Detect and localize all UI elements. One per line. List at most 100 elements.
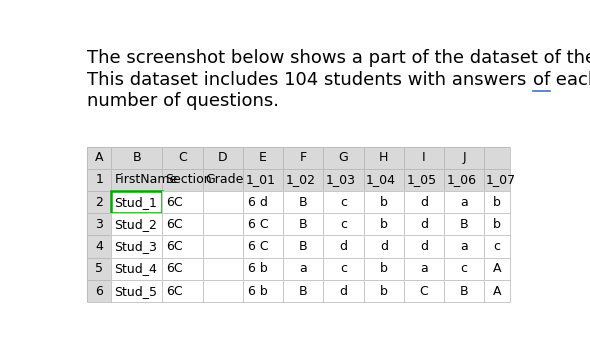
- Text: 1_06: 1_06: [447, 174, 477, 187]
- Text: a: a: [299, 262, 307, 275]
- Bar: [484, 258, 510, 280]
- Bar: [243, 280, 283, 302]
- Bar: [484, 169, 510, 191]
- Text: 1: 1: [96, 174, 103, 187]
- Text: 1_04: 1_04: [366, 174, 396, 187]
- Bar: [444, 169, 484, 191]
- Bar: [162, 280, 203, 302]
- Bar: [444, 280, 484, 302]
- Bar: [484, 146, 510, 169]
- Text: B: B: [460, 218, 468, 231]
- Bar: [162, 146, 203, 169]
- Bar: [323, 258, 363, 280]
- Text: B: B: [299, 196, 307, 209]
- Text: J: J: [463, 151, 466, 164]
- Text: 3: 3: [96, 218, 103, 231]
- Bar: [203, 280, 243, 302]
- Bar: [484, 258, 510, 280]
- Bar: [162, 258, 203, 280]
- Bar: [404, 280, 444, 302]
- Bar: [404, 146, 444, 169]
- Text: of: of: [533, 71, 550, 89]
- Text: The screenshot below shows a part of the dataset of the monthly benchmark test.: The screenshot below shows a part of the…: [87, 49, 590, 67]
- Bar: [112, 258, 162, 280]
- Bar: [484, 280, 510, 302]
- Bar: [243, 146, 283, 169]
- Bar: [323, 280, 363, 302]
- Bar: [283, 191, 323, 213]
- Bar: [203, 169, 243, 191]
- Text: 6C: 6C: [166, 284, 183, 297]
- Text: 6C: 6C: [166, 240, 183, 253]
- Bar: [243, 169, 283, 191]
- Text: b: b: [380, 262, 388, 275]
- Bar: [112, 169, 162, 191]
- Text: d: d: [420, 218, 428, 231]
- Bar: [444, 213, 484, 235]
- Bar: [444, 146, 484, 169]
- Bar: [323, 191, 363, 213]
- Bar: [363, 213, 404, 235]
- Bar: [162, 191, 203, 213]
- Text: C: C: [178, 151, 187, 164]
- Bar: [112, 146, 162, 169]
- Text: Stud_4: Stud_4: [114, 262, 157, 275]
- Bar: [112, 213, 162, 235]
- Text: I: I: [422, 151, 426, 164]
- Bar: [323, 258, 363, 280]
- Text: d: d: [339, 240, 348, 253]
- Bar: [363, 235, 404, 258]
- Bar: [87, 169, 112, 191]
- Bar: [112, 191, 162, 213]
- Bar: [484, 213, 510, 235]
- Text: Stud_1: Stud_1: [114, 196, 157, 209]
- Text: a: a: [460, 196, 468, 209]
- Bar: [203, 169, 243, 191]
- Bar: [243, 258, 283, 280]
- Bar: [243, 258, 283, 280]
- Text: B: B: [299, 284, 307, 297]
- Bar: [404, 235, 444, 258]
- Bar: [87, 258, 112, 280]
- Bar: [283, 235, 323, 258]
- Bar: [444, 213, 484, 235]
- Bar: [283, 213, 323, 235]
- Text: d: d: [420, 240, 428, 253]
- Bar: [162, 169, 203, 191]
- Bar: [404, 213, 444, 235]
- Bar: [363, 191, 404, 213]
- Text: a: a: [460, 240, 468, 253]
- Text: 6 b: 6 b: [248, 262, 267, 275]
- Text: c: c: [340, 196, 347, 209]
- Bar: [162, 235, 203, 258]
- Bar: [404, 169, 444, 191]
- Text: d: d: [339, 284, 348, 297]
- Text: b: b: [380, 196, 388, 209]
- Text: b: b: [380, 284, 388, 297]
- Bar: [484, 213, 510, 235]
- Text: C: C: [419, 284, 428, 297]
- Bar: [323, 213, 363, 235]
- Bar: [162, 258, 203, 280]
- Bar: [162, 146, 203, 169]
- Text: A: A: [493, 284, 501, 297]
- Bar: [243, 235, 283, 258]
- Bar: [87, 169, 112, 191]
- Text: Stud_3: Stud_3: [114, 240, 157, 253]
- Bar: [283, 169, 323, 191]
- Bar: [363, 280, 404, 302]
- Bar: [203, 191, 243, 213]
- Bar: [203, 280, 243, 302]
- Bar: [162, 169, 203, 191]
- Bar: [203, 213, 243, 235]
- Bar: [162, 235, 203, 258]
- Bar: [112, 191, 162, 213]
- Bar: [484, 235, 510, 258]
- Bar: [404, 258, 444, 280]
- Bar: [112, 235, 162, 258]
- Bar: [87, 213, 112, 235]
- Text: 1_01: 1_01: [245, 174, 276, 187]
- Bar: [203, 235, 243, 258]
- Text: A: A: [95, 151, 104, 164]
- Bar: [404, 191, 444, 213]
